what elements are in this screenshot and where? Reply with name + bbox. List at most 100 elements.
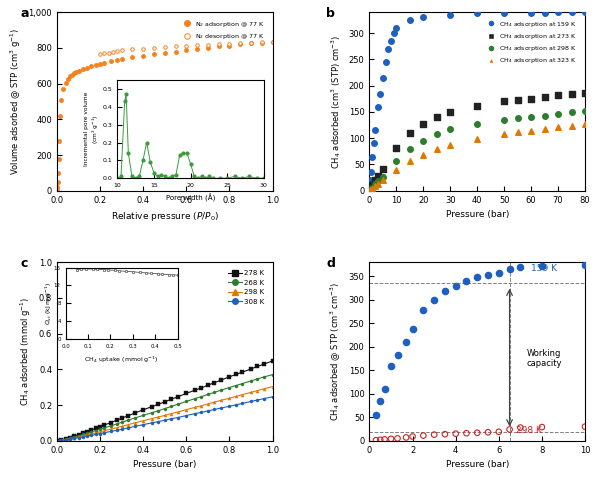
Text: b: b xyxy=(326,7,335,20)
Point xyxy=(386,37,396,45)
Point xyxy=(370,182,380,190)
Point xyxy=(370,181,380,188)
Point xyxy=(567,8,577,16)
X-axis label: Pressure (bar): Pressure (bar) xyxy=(133,460,196,469)
Point xyxy=(365,184,374,192)
Y-axis label: Volume adsorbed @ STP (cm$^3$ g$^{-1}$): Volume adsorbed @ STP (cm$^3$ g$^{-1}$) xyxy=(8,28,23,175)
Point xyxy=(513,96,523,104)
Text: d: d xyxy=(326,257,335,270)
Point xyxy=(419,137,428,145)
Text: c: c xyxy=(20,257,28,270)
Point xyxy=(451,430,460,438)
Point xyxy=(580,89,590,97)
Point xyxy=(472,9,482,17)
Point xyxy=(392,157,401,165)
Point xyxy=(515,424,525,431)
Point xyxy=(419,306,428,314)
Point xyxy=(366,184,376,192)
Text: 298 K: 298 K xyxy=(516,426,542,435)
Point xyxy=(472,135,482,143)
Point xyxy=(461,430,471,437)
Point xyxy=(367,185,377,192)
Point xyxy=(526,113,536,121)
Point xyxy=(393,351,403,358)
Point xyxy=(430,431,439,438)
Point xyxy=(392,24,401,32)
Point xyxy=(419,431,428,439)
Point xyxy=(494,428,503,436)
Point xyxy=(446,11,455,19)
Point xyxy=(401,338,411,346)
Point xyxy=(472,102,482,110)
Point xyxy=(380,385,389,393)
Point xyxy=(567,122,577,130)
Point xyxy=(371,411,381,419)
Point xyxy=(451,282,460,290)
Legend: N$_2$ adsorption @ 77 K, N$_2$ desorption @ 77 K: N$_2$ adsorption @ 77 K, N$_2$ desorptio… xyxy=(179,17,267,43)
Point xyxy=(446,125,455,133)
Point xyxy=(367,182,377,189)
Point xyxy=(370,127,380,134)
Point xyxy=(392,166,401,174)
Text: Working
capacity: Working capacity xyxy=(527,349,562,368)
Point xyxy=(540,112,550,119)
Point xyxy=(513,129,523,136)
X-axis label: Pressure (bar): Pressure (bar) xyxy=(446,210,509,219)
Point xyxy=(526,127,536,135)
Point xyxy=(580,107,590,115)
Point xyxy=(537,423,547,431)
Point xyxy=(419,151,428,159)
Point xyxy=(540,9,550,17)
Point xyxy=(430,296,439,304)
Point xyxy=(378,176,388,184)
Point xyxy=(580,120,590,128)
Point xyxy=(472,273,482,281)
Point xyxy=(537,262,547,270)
Point xyxy=(365,176,375,184)
Point xyxy=(540,94,550,101)
Point xyxy=(553,110,563,117)
Point xyxy=(499,130,509,138)
Point xyxy=(494,269,503,277)
Point xyxy=(499,97,509,105)
Point xyxy=(553,123,563,131)
Point xyxy=(499,116,509,124)
X-axis label: Relative pressure ($P/P_0$): Relative pressure ($P/P_0$) xyxy=(111,210,219,223)
Y-axis label: CH$_4$ adsorbed @ STP (cm$^3$ cm$^{-3}$): CH$_4$ adsorbed @ STP (cm$^3$ cm$^{-3}$) xyxy=(329,282,343,421)
Point xyxy=(370,176,380,184)
Point xyxy=(378,74,388,82)
Point xyxy=(446,108,455,116)
Point xyxy=(380,435,389,443)
Y-axis label: CH$_4$ adsorbed (mmol g$^{-1}$): CH$_4$ adsorbed (mmol g$^{-1}$) xyxy=(19,297,34,406)
Point xyxy=(405,16,415,24)
Text: 159 K: 159 K xyxy=(531,263,557,273)
Point xyxy=(366,185,376,193)
Point xyxy=(580,423,590,431)
Point xyxy=(367,184,377,191)
Point xyxy=(432,130,442,138)
Point xyxy=(432,145,442,153)
Point xyxy=(505,426,514,433)
Point xyxy=(483,271,493,279)
Point xyxy=(405,157,415,165)
Point xyxy=(383,45,393,53)
Text: a: a xyxy=(20,7,29,20)
Point xyxy=(378,165,388,172)
Point xyxy=(371,436,381,444)
Point xyxy=(378,173,388,181)
Point xyxy=(440,430,450,438)
Point xyxy=(419,120,428,128)
Point xyxy=(405,145,415,153)
Y-axis label: CH$_4$ adsorbed (cm$^3$ (STP) cm$^{-3}$): CH$_4$ adsorbed (cm$^3$ (STP) cm$^{-3}$) xyxy=(329,34,343,169)
Point xyxy=(365,187,374,194)
Point xyxy=(369,140,379,148)
Point xyxy=(381,58,391,66)
Point xyxy=(553,8,563,16)
Point xyxy=(366,186,376,194)
Point xyxy=(373,177,382,185)
Point xyxy=(419,14,428,21)
Point xyxy=(366,169,376,176)
Point xyxy=(472,429,482,437)
Point xyxy=(386,435,396,443)
Point xyxy=(373,180,382,188)
